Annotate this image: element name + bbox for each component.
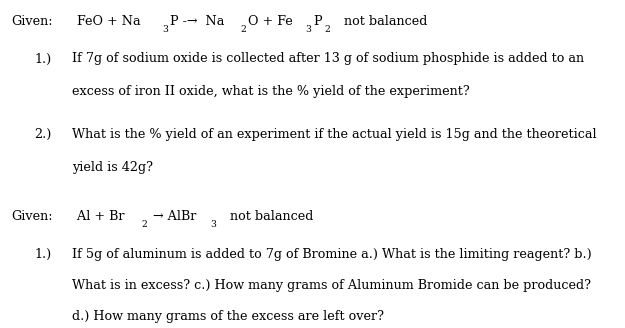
Text: If 7g of sodium oxide is collected after 13 g of sodium phosphide is added to an: If 7g of sodium oxide is collected after… bbox=[72, 52, 584, 66]
Text: → AlBr: → AlBr bbox=[149, 210, 197, 223]
Text: Al + Br: Al + Br bbox=[65, 210, 124, 223]
Text: excess of iron II oxide, what is the % yield of the experiment?: excess of iron II oxide, what is the % y… bbox=[72, 85, 469, 98]
Text: not balanced: not balanced bbox=[218, 210, 313, 223]
Text: not balanced: not balanced bbox=[332, 15, 428, 28]
Text: 2.): 2.) bbox=[34, 128, 52, 141]
Text: yield is 42g?: yield is 42g? bbox=[72, 161, 153, 174]
Text: P: P bbox=[313, 15, 322, 28]
Text: 3: 3 bbox=[306, 25, 311, 33]
Text: 1.): 1.) bbox=[34, 52, 52, 66]
Text: P -→  Na: P -→ Na bbox=[170, 15, 224, 28]
Text: d.) How many grams of the excess are left over?: d.) How many grams of the excess are lef… bbox=[72, 310, 384, 323]
Text: 2: 2 bbox=[324, 25, 330, 33]
Text: 3: 3 bbox=[162, 25, 168, 33]
Text: If 5g of aluminum is added to 7g of Bromine a.) What is the limiting reagent? b.: If 5g of aluminum is added to 7g of Brom… bbox=[72, 248, 592, 261]
Text: Given:: Given: bbox=[11, 210, 53, 223]
Text: O + Fe: O + Fe bbox=[248, 15, 292, 28]
Text: What is the % yield of an experiment if the actual yield is 15g and the theoreti: What is the % yield of an experiment if … bbox=[72, 128, 596, 141]
Text: 3: 3 bbox=[211, 220, 216, 229]
Text: Given:: Given: bbox=[11, 15, 53, 28]
Text: FeO + Na: FeO + Na bbox=[65, 15, 141, 28]
Text: 2: 2 bbox=[142, 220, 148, 229]
Text: 1.): 1.) bbox=[34, 248, 52, 261]
Text: What is in excess? c.) How many grams of Aluminum Bromide can be produced?: What is in excess? c.) How many grams of… bbox=[72, 279, 591, 292]
Text: 2: 2 bbox=[240, 25, 246, 33]
